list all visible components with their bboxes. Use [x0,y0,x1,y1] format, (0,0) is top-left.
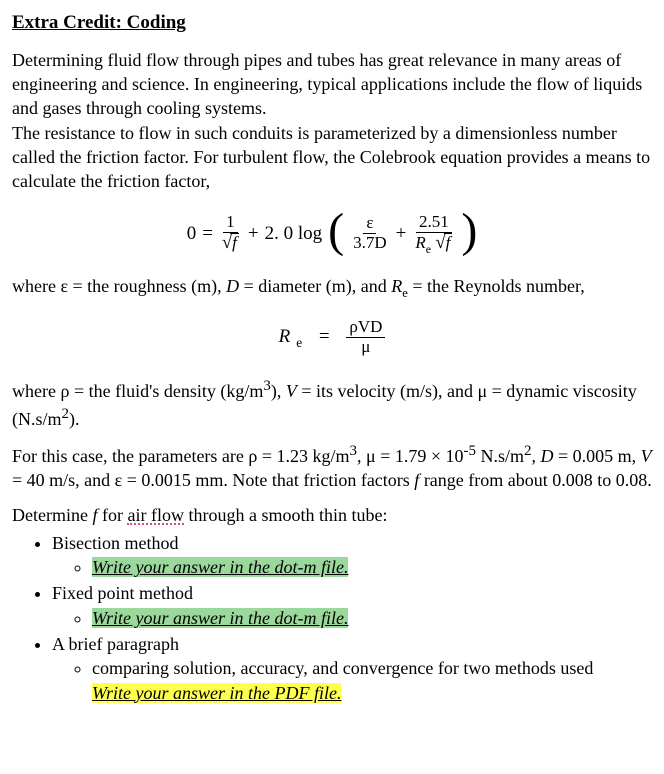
D-symbol2: D [541,446,554,466]
eq-R-sub: e [426,242,431,256]
list-item-paragraph: A brief paragraph comparing solution, ac… [52,632,652,705]
sup3b: 3 [350,443,358,459]
eq-plus2: + [396,221,407,247]
tb: for [97,505,127,525]
bisection-label: Bisection method [52,533,178,553]
intro-paragraph: Determining fluid flow through pipes and… [12,48,652,194]
V-symbol2: V [641,446,652,466]
page-title: Extra Credit: Coding [12,10,652,36]
pg: range from about 0.008 to 0.08. [419,470,651,490]
definitions-2: where ρ = the fluid's density (kg/m3), V… [12,376,652,431]
sup2a: 2 [62,406,70,422]
pf: = 40 m/s, and ε = 0.0015 mm. Note that f… [12,470,414,490]
paragraph-desc: comparing solution, accuracy, and conver… [92,658,593,678]
V-symbol: V [286,381,297,401]
method-list: Bisection method Write your answer in th… [12,531,652,705]
pd: , [532,446,541,466]
paragraph-instruction: Write your answer in the PDF file. [92,683,341,703]
definitions-1: where ε = the roughness (m), D = diamete… [12,274,652,298]
sup2b: 2 [524,443,532,459]
eq-sqrt-f1: √f [222,233,239,254]
parameters: For this case, the parameters are ρ = 1.… [12,441,652,493]
airflow-underline: air flow [127,505,183,525]
def2b: ), [271,381,286,401]
eq2-lhs-sub: e [296,334,302,352]
eq-frac2-num: ε [363,214,376,234]
eq-zero: 0 [187,221,197,247]
list-item-paragraph-sub: comparing solution, accuracy, and conver… [92,656,652,705]
R-symbol: R [391,276,402,296]
bisection-instruction: Write your answer in the dot-m file. [92,557,348,577]
eq2-den: μ [358,338,373,357]
eq-equals: = [202,221,213,247]
eq2-equals: = [319,324,330,350]
supn5: -5 [464,443,477,459]
eq-lparen: ( [328,212,344,250]
list-item-fixedpoint: Fixed point method Write your answer in … [52,581,652,630]
eq-frac3: 2.51 Re √f [412,213,455,253]
eq-frac1-num: 1 [223,213,238,233]
eq-plus1: + [248,221,259,247]
task-line: Determine f for air flow through a smoot… [12,503,652,527]
pb: , μ = 1.79 × 10 [357,446,463,466]
paragraph-label: A brief paragraph [52,634,179,654]
list-item-bisection: Bisection method Write your answer in th… [52,531,652,580]
pe: = 0.005 m, [554,446,641,466]
eq-frac1: 1 √f [219,213,242,253]
eq-frac3-num: 2.51 [416,213,452,233]
list-item-fixedpoint-sub: Write your answer in the dot-m file. [92,606,652,630]
colebrook-equation: 0 = 1 √f + 2. 0 log ( ε 3.7D + 2.51 Re √… [12,213,652,253]
eq-sqrt-f2: √f [435,233,452,254]
reynolds-equation: Re = ρVD μ [12,318,652,356]
intro-line2: The resistance to flow in such conduits … [12,123,650,192]
eq2-frac: ρVD μ [346,318,385,356]
def1c: = the Reynolds number, [408,276,585,296]
sup3a: 3 [263,378,271,394]
eq-frac2-den: 3.7D [350,234,390,253]
D-symbol: D [226,276,239,296]
eq-coef: 2. 0 log [265,221,323,247]
eq2-lhs: R [279,324,291,350]
def1b: = diameter (m), and [239,276,391,296]
ta: Determine [12,505,92,525]
def2d: ). [69,409,80,429]
fixedpoint-label: Fixed point method [52,583,193,603]
fixedpoint-instruction: Write your answer in the dot-m file. [92,608,348,628]
def1a: where ε = the roughness (m), [12,276,226,296]
R-sub: e [402,286,408,300]
pc: N.s/m [476,446,524,466]
eq-rparen: ) [461,212,477,250]
eq2-num: ρVD [346,318,385,338]
eq-R: R [415,233,425,252]
list-item-bisection-sub: Write your answer in the dot-m file. [92,555,652,579]
def2a: where ρ = the fluid's density (kg/m [12,381,263,401]
pa: For this case, the parameters are ρ = 1.… [12,446,350,466]
eq-frac2: ε 3.7D [350,214,390,252]
airflow-text: air flow [127,507,183,525]
intro-line1: Determining fluid flow through pipes and… [12,50,642,119]
td: through a smooth thin tube: [184,505,387,525]
